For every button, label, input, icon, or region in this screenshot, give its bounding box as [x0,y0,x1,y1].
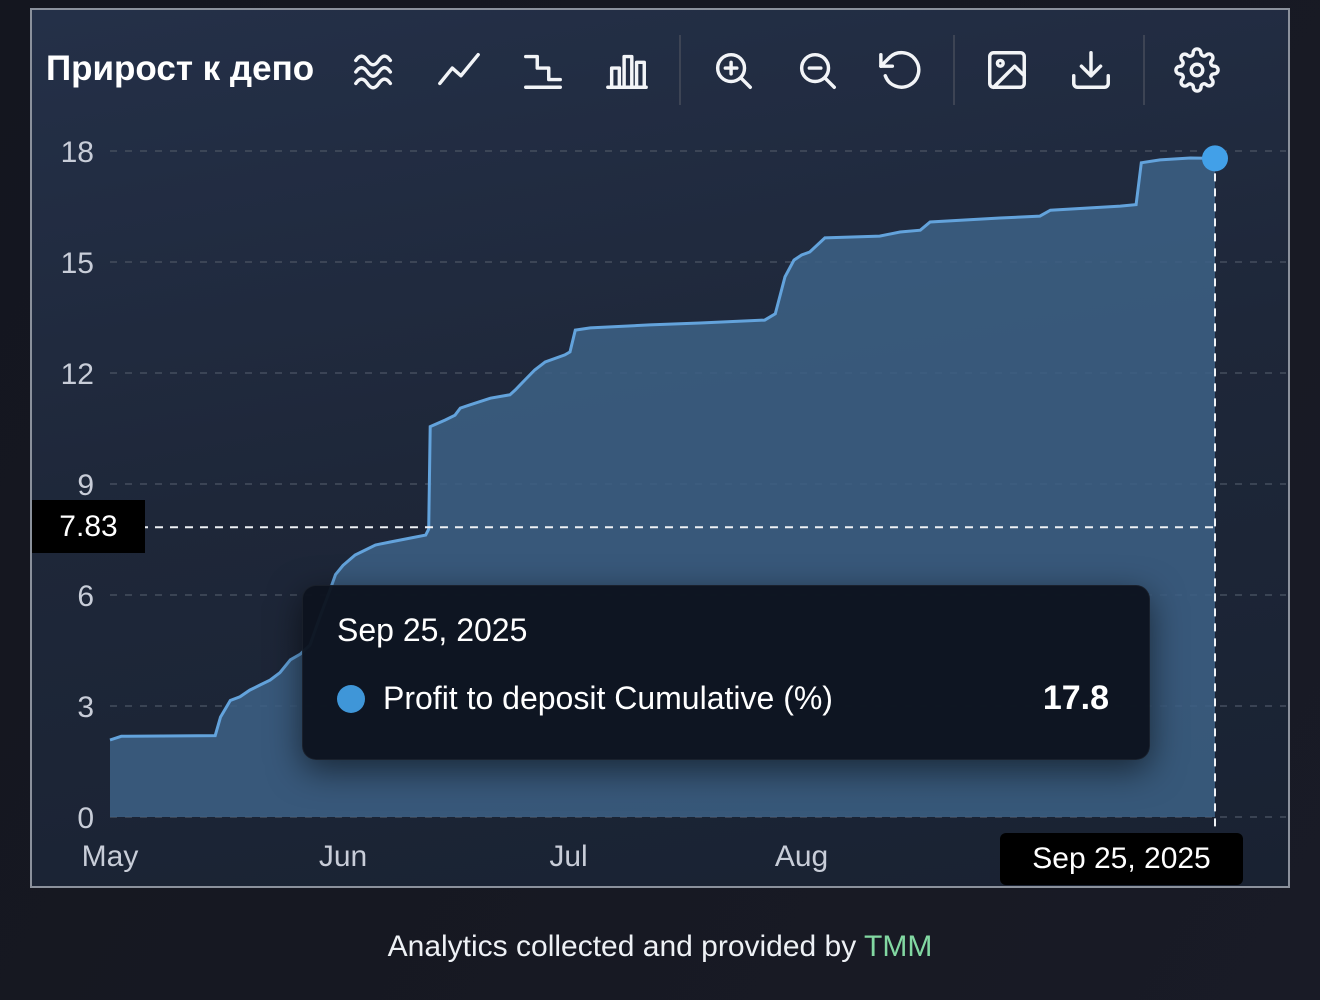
footer-text: Analytics collected and provided by [387,930,865,963]
tooltip-series-row: Profit to deposit Cumulative (%) 17.8 [337,679,1109,718]
reset-zoom-icon[interactable] [876,43,926,97]
crosshair-x-badge: Sep 25, 2025 [1000,833,1243,885]
toolbar-divider [953,35,955,105]
toolbar-divider [1143,35,1145,105]
chart-panel: 0 3 6 9 12 15 18 May Jun Jul Aug Прирост к депо [30,8,1290,888]
column-chart-icon[interactable] [602,43,652,97]
chart-toolbar [350,35,1222,105]
svg-text:9: 9 [77,469,94,502]
toolbar-divider [679,35,681,105]
area-chart-icon[interactable] [350,43,400,97]
tooltip-date: Sep 25, 2025 [337,612,528,648]
svg-text:May: May [82,840,139,873]
footer-brand-link[interactable]: TMM [864,930,933,963]
svg-text:12: 12 [61,358,94,391]
svg-text:3: 3 [77,691,94,724]
svg-text:Jul: Jul [549,840,587,873]
crosshair-y-badge: 7.83 [32,500,145,553]
svg-text:Aug: Aug [775,840,828,873]
line-chart-icon[interactable] [434,43,484,97]
svg-text:18: 18 [61,136,94,169]
footer-credit: Analytics collected and provided by TMM [0,930,1320,964]
zoom-out-icon[interactable] [792,43,842,97]
chart-tooltip: Sep 25, 2025 Profit to deposit Cumulativ… [302,585,1150,760]
series-dot-icon [337,684,365,713]
export-image-icon[interactable] [982,43,1032,97]
chart-title: Прирост к депо [46,49,315,88]
download-icon[interactable] [1066,43,1116,97]
svg-text:0: 0 [77,802,94,835]
zoom-in-icon[interactable] [708,43,758,97]
svg-text:6: 6 [77,580,94,613]
step-chart-icon[interactable] [518,43,568,97]
svg-text:Jun: Jun [319,840,367,873]
tooltip-value: 17.8 [1042,679,1109,717]
svg-text:15: 15 [61,247,94,280]
settings-gear-icon[interactable] [1172,43,1222,97]
chart-header: Прирост к депо [32,10,1288,128]
tooltip-series-label: Profit to deposit Cumulative (%) [383,680,833,716]
